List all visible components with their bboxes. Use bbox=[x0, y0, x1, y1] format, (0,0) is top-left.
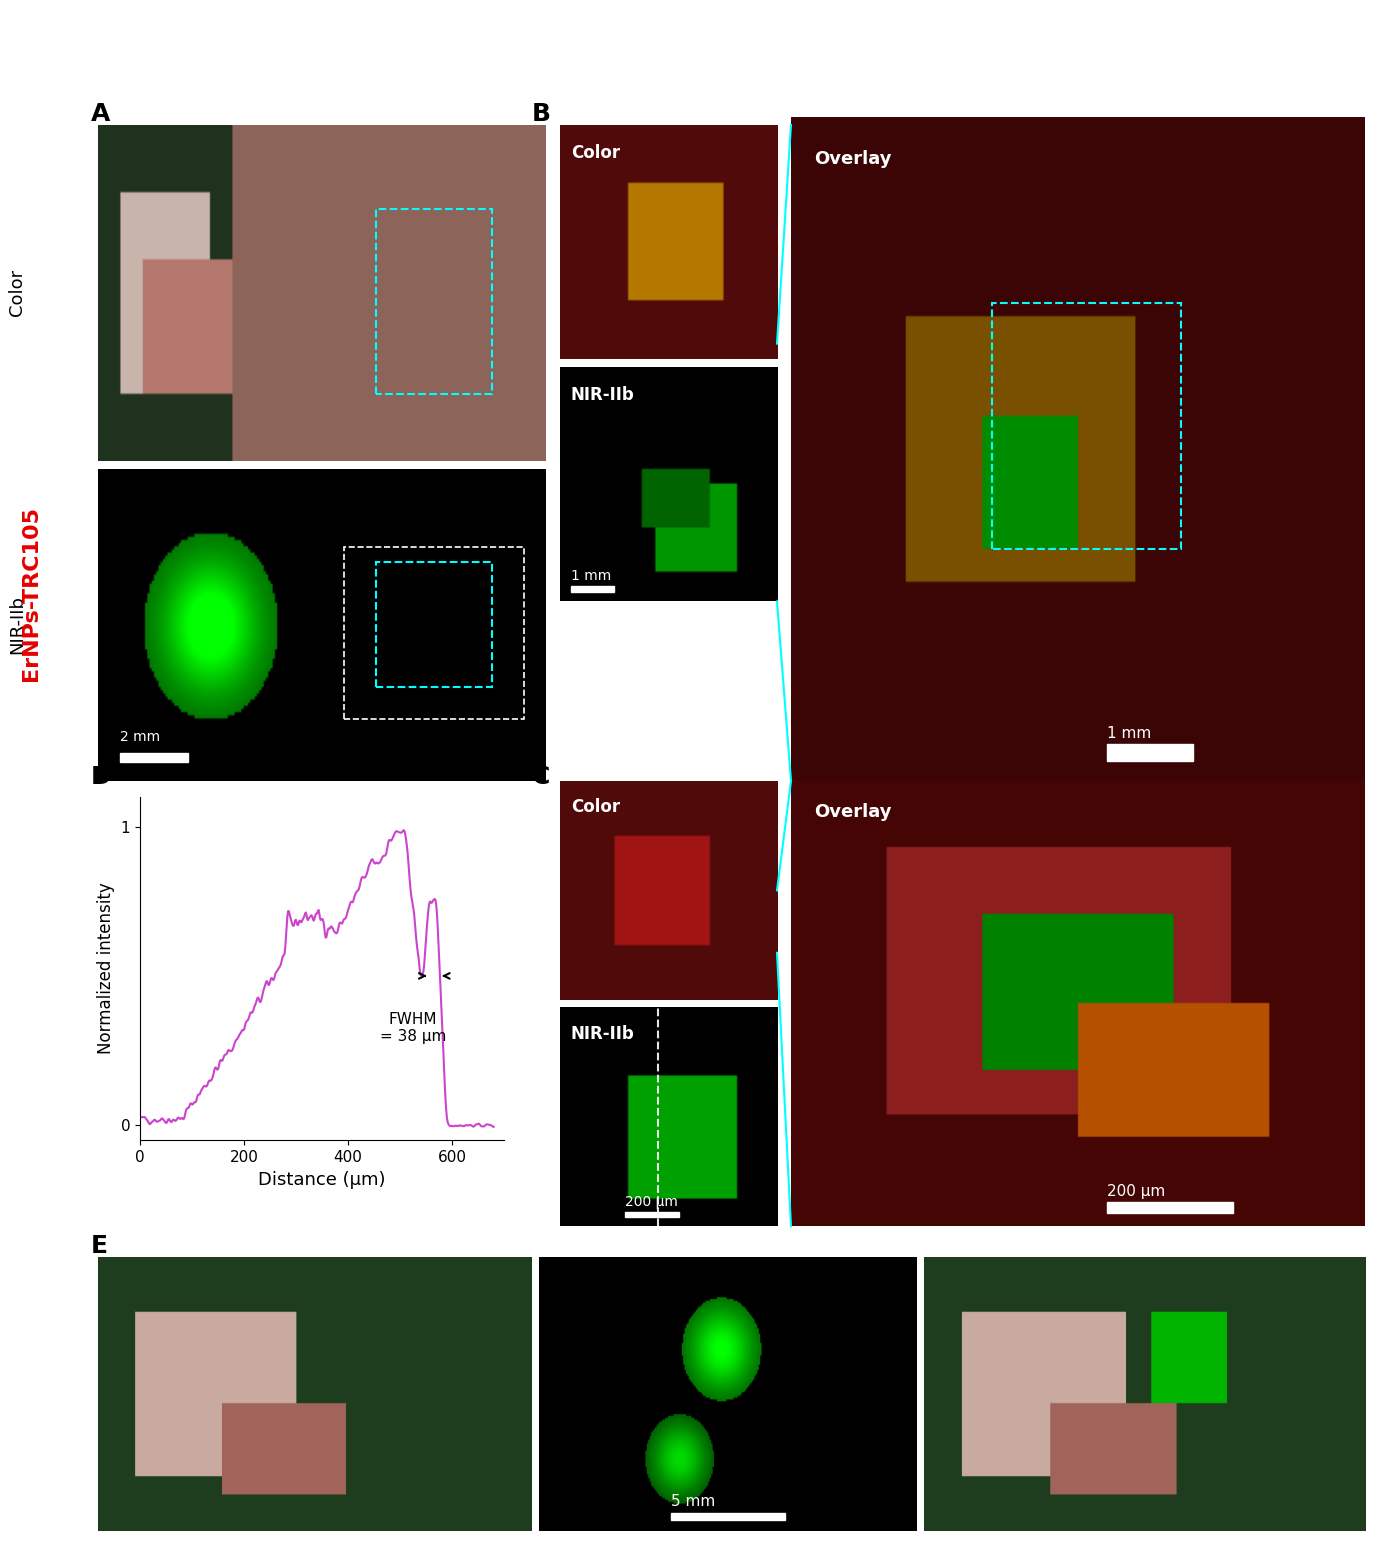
Text: ErNPs-TRC105: ErNPs-TRC105 bbox=[21, 506, 41, 681]
Text: Color: Color bbox=[8, 269, 27, 317]
Text: NIR-IIb: NIR-IIb bbox=[571, 1025, 634, 1043]
Bar bbox=[624, 1212, 679, 1217]
Text: NIR-IIb: NIR-IIb bbox=[8, 595, 27, 654]
Text: NIR-IIb: NIR-IIb bbox=[571, 386, 634, 405]
Bar bbox=[1106, 1201, 1233, 1212]
Text: Overlay: Overlay bbox=[813, 150, 892, 169]
Text: Color: Color bbox=[571, 798, 620, 817]
Text: 200 μm: 200 μm bbox=[624, 1195, 678, 1209]
Text: D: D bbox=[91, 765, 112, 789]
Bar bbox=[120, 753, 188, 762]
Bar bbox=[1106, 745, 1193, 761]
Bar bbox=[672, 1514, 784, 1520]
Text: Overlay: Overlay bbox=[813, 803, 892, 822]
Text: 1 mm: 1 mm bbox=[571, 569, 610, 583]
Text: B: B bbox=[532, 102, 552, 125]
Text: FWHM
= 38 μm: FWHM = 38 μm bbox=[379, 1012, 447, 1043]
Text: Color: Color bbox=[571, 144, 620, 162]
Text: C: C bbox=[532, 765, 550, 789]
Text: 200 μm: 200 μm bbox=[1106, 1184, 1165, 1200]
Text: 1 mm: 1 mm bbox=[1106, 726, 1151, 742]
Text: E: E bbox=[91, 1234, 108, 1257]
Bar bbox=[571, 586, 615, 592]
Text: 5 mm: 5 mm bbox=[672, 1493, 715, 1509]
Text: 2 mm: 2 mm bbox=[120, 729, 161, 744]
Y-axis label: Normalized intensity: Normalized intensity bbox=[97, 883, 115, 1054]
Text: A: A bbox=[91, 102, 111, 125]
X-axis label: Distance (μm): Distance (μm) bbox=[258, 1170, 386, 1189]
